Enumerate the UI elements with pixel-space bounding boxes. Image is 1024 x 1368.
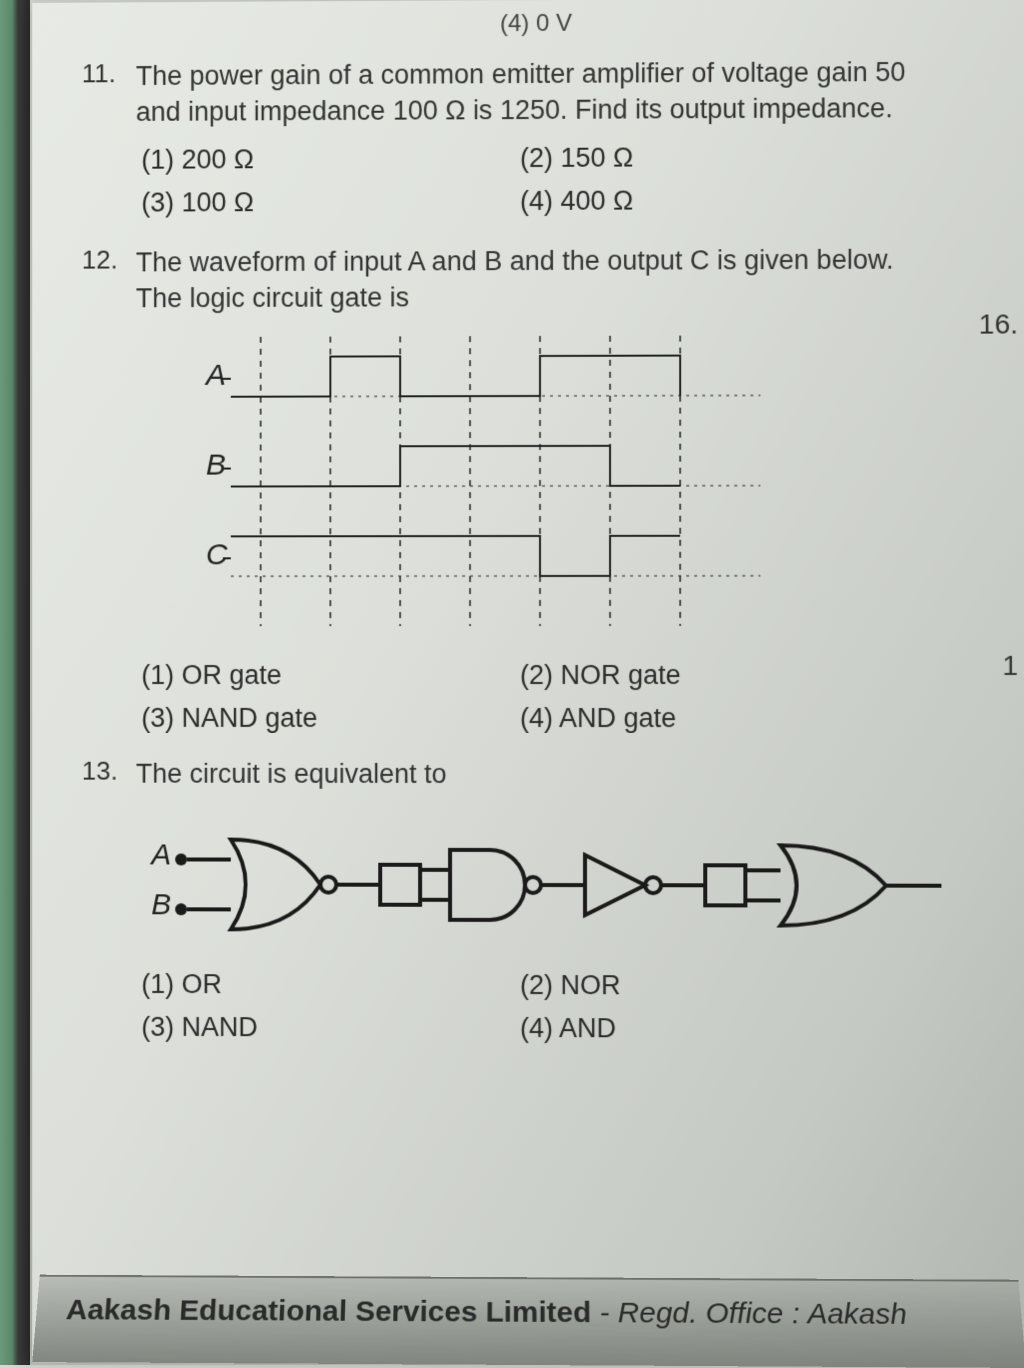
question-11: 11. The power gain of a common emitter a… bbox=[82, 53, 1006, 218]
q13-opt4: (4) AND bbox=[520, 1013, 901, 1045]
side-q17: 1 bbox=[1002, 650, 1018, 682]
q11-text: The power gain of a common emitter ampli… bbox=[136, 54, 916, 131]
q12-text: The waveform of input A and B and the ou… bbox=[136, 241, 916, 317]
q12-opt1: (1) OR gate bbox=[141, 660, 520, 691]
q11-number: 11. bbox=[82, 58, 132, 89]
q11-opt4: (4) 400 Ω bbox=[520, 184, 901, 217]
q13-opt1: (1) OR bbox=[141, 969, 520, 1001]
circuit-svg: AB bbox=[141, 810, 961, 961]
q12-number: 12. bbox=[82, 244, 132, 275]
svg-text:C: C bbox=[206, 538, 228, 571]
footer-brand: Aakash Educational Services Limited bbox=[65, 1294, 592, 1329]
q13-options: (1) OR (2) NOR (3) NAND (4) AND bbox=[141, 969, 1006, 1045]
q12-opt3: (3) NAND gate bbox=[141, 703, 520, 734]
q11-opt3: (3) 100 Ω bbox=[141, 186, 520, 219]
book-spine bbox=[0, 0, 30, 1365]
footer-rest: - Regd. Office : Aakash bbox=[591, 1297, 908, 1331]
q11-opt1: (1) 200 Ω bbox=[141, 143, 520, 176]
q13-number: 13. bbox=[82, 755, 132, 786]
prev-question-fragment: (4) 0 V bbox=[500, 7, 1006, 38]
svg-text:A: A bbox=[149, 839, 171, 872]
side-q16: 16. bbox=[979, 308, 1018, 340]
q12-options: (1) OR gate (2) NOR gate (3) NAND gate (… bbox=[141, 660, 1006, 734]
svg-text:B: B bbox=[206, 448, 226, 481]
q13-text: The circuit is equivalent to bbox=[136, 755, 916, 792]
svg-text:B: B bbox=[151, 888, 171, 921]
svg-text:A: A bbox=[204, 359, 226, 392]
q13-opt3: (3) NAND bbox=[141, 1012, 520, 1044]
question-12: 12. The waveform of input A and B and th… bbox=[82, 241, 1006, 734]
page-content: (4) 0 V 11. The power gain of a common e… bbox=[32, 0, 1024, 1368]
q11-opt2: (2) 150 Ω bbox=[520, 141, 901, 174]
waveform-svg: A B C bbox=[201, 325, 801, 646]
q12-opt4: (4) AND gate bbox=[520, 703, 901, 734]
question-13: 13. The circuit is equivalent to AB (1) … bbox=[82, 755, 1006, 1045]
q12-opt2: (2) NOR gate bbox=[520, 660, 901, 691]
q13-opt2: (2) NOR bbox=[520, 970, 901, 1002]
q13-circuit: AB bbox=[141, 810, 1006, 962]
q12-waveform: A B C bbox=[201, 324, 1006, 646]
q11-options: (1) 200 Ω (2) 150 Ω (3) 100 Ω (4) 400 Ω bbox=[141, 141, 1006, 219]
footer: Aakash Educational Services Limited - Re… bbox=[32, 1275, 1024, 1368]
